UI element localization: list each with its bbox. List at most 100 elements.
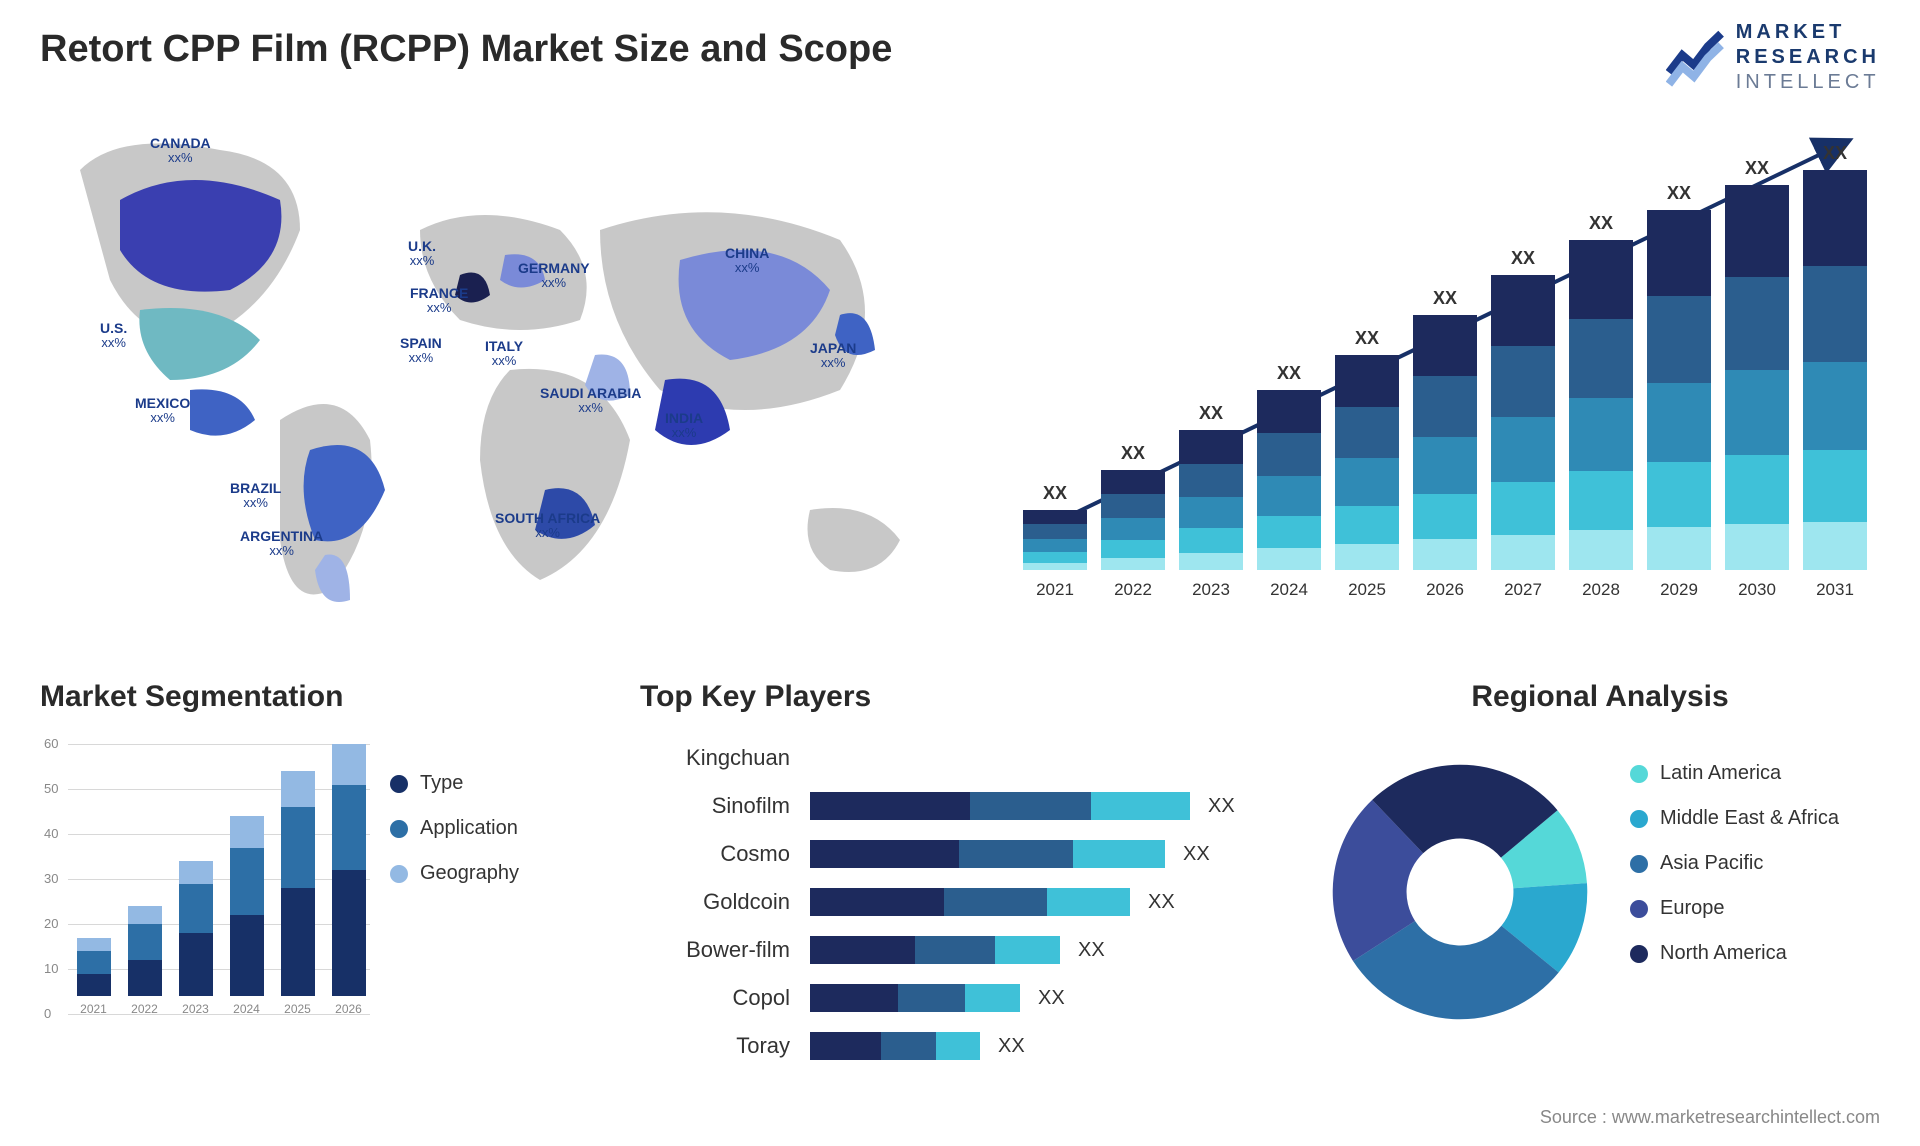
legend-label: Asia Pacific: [1660, 852, 1763, 875]
growth-bar-segment: [1803, 170, 1867, 266]
map-label: U.S.xx%: [100, 320, 127, 351]
seg-bar-segment: [77, 951, 111, 974]
player-bar-segment: [898, 984, 965, 1012]
player-bar-segment: [1047, 888, 1130, 916]
page-title: Retort CPP Film (RCPP) Market Size and S…: [40, 28, 892, 71]
growth-bar-column: XX2030: [1725, 158, 1789, 600]
world-map-icon: [40, 110, 940, 640]
seg-bar-year: 2022: [131, 1002, 158, 1016]
growth-bar-value: XX: [1589, 213, 1613, 234]
growth-bar-segment: [1413, 315, 1477, 376]
growth-bar-segment: [1491, 275, 1555, 346]
growth-bar-value: XX: [1823, 143, 1847, 164]
player-bar-value: XX: [1208, 795, 1235, 818]
growth-bar-value: XX: [1511, 248, 1535, 269]
seg-bar-column: 2025: [281, 771, 315, 1016]
growth-bar-year: 2031: [1816, 580, 1854, 600]
seg-bar-year: 2021: [80, 1002, 107, 1016]
seg-bar-year: 2023: [182, 1002, 209, 1016]
growth-bar-column: XX2024: [1257, 363, 1321, 600]
segmentation-bar-chart: 0102030405060202120222023202420252026: [40, 732, 370, 1042]
legend-label: Europe: [1660, 897, 1725, 920]
map-label: BRAZILxx%: [230, 480, 281, 511]
legend-label: Application: [420, 817, 518, 840]
player-bar-segment: [995, 936, 1060, 964]
world-map-panel: CANADAxx%U.S.xx%MEXICOxx%BRAZILxx%ARGENT…: [40, 110, 940, 640]
growth-bar-segment: [1179, 528, 1243, 553]
growth-bar-segment: [1491, 346, 1555, 417]
player-name: Cosmo: [640, 834, 790, 874]
player-bar-segment: [881, 1032, 935, 1060]
regional-title: Regional Analysis: [1320, 680, 1880, 714]
player-bar-row: XX: [810, 978, 1280, 1018]
growth-bar-segment: [1647, 296, 1711, 382]
seg-bar-segment: [179, 933, 213, 996]
region-legend-item: Europe: [1630, 897, 1839, 920]
growth-bar-year: 2024: [1270, 580, 1308, 600]
growth-bar-segment: [1725, 370, 1789, 455]
seg-y-tick: 10: [44, 961, 58, 976]
seg-bar-segment: [179, 884, 213, 934]
growth-bar-column: XX2026: [1413, 288, 1477, 600]
growth-bar-segment: [1725, 524, 1789, 570]
growth-bar-segment: [1725, 455, 1789, 524]
growth-bar-segment: [1257, 433, 1321, 476]
growth-bar-segment: [1491, 417, 1555, 482]
legend-dot-icon: [390, 775, 408, 793]
player-bar-list: XXXXXXXXXXXX: [810, 738, 1280, 1074]
seg-bar-segment: [77, 938, 111, 952]
player-bar-segment: [810, 792, 970, 820]
player-name-list: KingchuanSinofilmCosmoGoldcoinBower-film…: [640, 738, 790, 1074]
seg-bar-segment: [230, 915, 264, 996]
growth-bar-segment: [1725, 277, 1789, 369]
player-name: Kingchuan: [640, 738, 790, 778]
player-bar-segment: [915, 936, 995, 964]
growth-bar-segment: [1179, 430, 1243, 464]
player-bar-segment: [970, 792, 1092, 820]
growth-bar-year: 2023: [1192, 580, 1230, 600]
seg-bar-segment: [332, 870, 366, 996]
player-bar-row: XX: [810, 882, 1280, 922]
regional-analysis-panel: Regional Analysis Latin AmericaMiddle Ea…: [1320, 680, 1880, 1032]
seg-y-tick: 20: [44, 916, 58, 931]
logo-mark-icon: [1666, 29, 1724, 87]
seg-bar-year: 2025: [284, 1002, 311, 1016]
growth-bar-segment: [1803, 266, 1867, 362]
growth-bar-segment: [1647, 527, 1711, 570]
growth-bar-segment: [1023, 510, 1087, 524]
player-bar-segment: [944, 888, 1046, 916]
growth-bar-segment: [1647, 462, 1711, 527]
growth-bar-year: 2030: [1738, 580, 1776, 600]
growth-bar-segment: [1413, 494, 1477, 540]
map-label: MEXICOxx%: [135, 395, 190, 426]
growth-bar-column: XX2029: [1647, 183, 1711, 600]
seg-bar-segment: [77, 974, 111, 997]
growth-bar-segment: [1803, 450, 1867, 522]
growth-bar-segment: [1257, 390, 1321, 433]
growth-bar-segment: [1491, 482, 1555, 535]
player-bar-row: XX: [810, 1026, 1280, 1066]
player-name: Bower-film: [640, 930, 790, 970]
seg-legend-item: Geography: [390, 862, 519, 885]
seg-bar-column: 2022: [128, 906, 162, 1016]
seg-y-tick: 30: [44, 871, 58, 886]
seg-bar-column: 2023: [179, 861, 213, 1016]
map-label: CANADAxx%: [150, 135, 211, 166]
map-label: SOUTH AFRICAxx%: [495, 510, 600, 541]
seg-bar-segment: [281, 771, 315, 807]
growth-bar-segment: [1101, 518, 1165, 540]
seg-bar-segment: [332, 744, 366, 785]
growth-bar-segment: [1023, 539, 1087, 552]
growth-bar-segment: [1257, 548, 1321, 570]
growth-bar-year: 2025: [1348, 580, 1386, 600]
player-bar-row: XX: [810, 930, 1280, 970]
map-label: FRANCExx%: [410, 285, 468, 316]
growth-bar-year: 2022: [1114, 580, 1152, 600]
logo-line1: MARKET: [1736, 20, 1880, 45]
player-bar-value: XX: [1038, 987, 1065, 1010]
region-legend-item: Asia Pacific: [1630, 852, 1839, 875]
segmentation-legend: TypeApplicationGeography: [390, 772, 519, 907]
growth-bar-segment: [1803, 522, 1867, 570]
seg-bar-segment: [128, 924, 162, 960]
segmentation-title: Market Segmentation: [40, 680, 640, 714]
